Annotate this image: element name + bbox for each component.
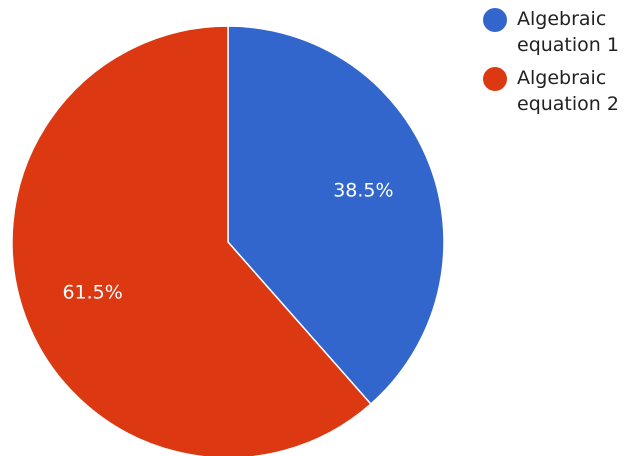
slice-value-label: 38.5%: [333, 179, 393, 201]
legend: Algebraic equation 1 Algebraic equation …: [483, 6, 642, 124]
pie-chart: 38.5% 61.5%: [11, 25, 445, 456]
slice-value-label: 61.5%: [62, 282, 122, 304]
legend-item-algebraic-equation-1[interactable]: Algebraic equation 1: [483, 6, 642, 58]
pie-slice-algebraic-equation-2[interactable]: [11, 25, 372, 456]
legend-swatch-algebraic-equation-2: [483, 67, 507, 91]
legend-label: Algebraic equation 2: [517, 67, 619, 115]
pie-slice-algebraic-equation-1[interactable]: [227, 25, 445, 406]
legend-item-algebraic-equation-2[interactable]: Algebraic equation 2: [483, 65, 642, 117]
legend-label: Algebraic equation 1: [517, 8, 619, 56]
legend-swatch-algebraic-equation-1: [483, 8, 507, 32]
